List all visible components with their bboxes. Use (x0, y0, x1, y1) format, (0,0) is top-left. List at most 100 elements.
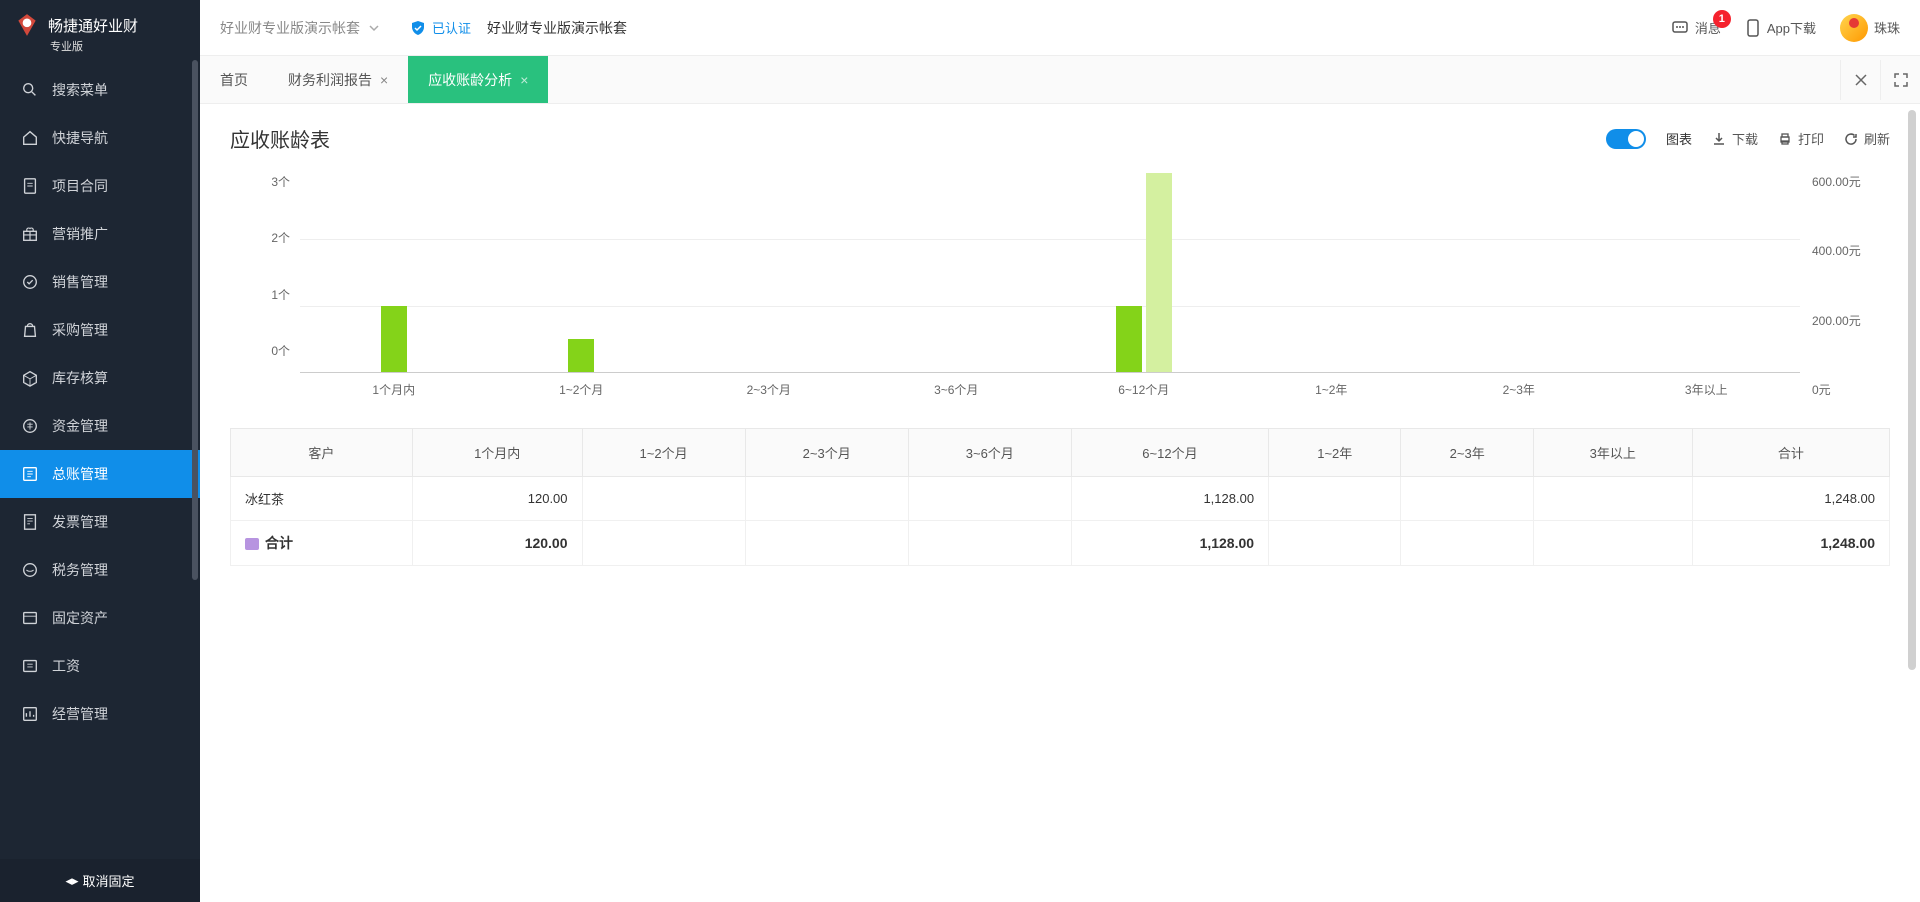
total-cell: 1,128.00 (1071, 521, 1268, 566)
sidebar-scrollbar[interactable] (192, 60, 198, 580)
col-header: 3年以上 (1533, 429, 1692, 477)
account-selector[interactable]: 好业财专业版演示帐套 (220, 18, 380, 38)
tab-1[interactable]: 财务利润报告× (268, 56, 408, 103)
bar[interactable] (568, 339, 594, 372)
sidebar-item-2[interactable]: 项目合同 (0, 162, 200, 210)
x-label: 1个月内 (300, 373, 488, 398)
chart: 3个2个1个0个 1个月内1~2个月2~3个月3~6个月6~12个月1~2年2~… (230, 173, 1890, 398)
cell (745, 477, 908, 521)
message-badge: 1 (1713, 10, 1731, 28)
cell: 1,128.00 (1071, 477, 1268, 521)
bar[interactable] (1116, 306, 1142, 372)
brand-edition: 专业版 (0, 38, 200, 66)
close-icon (1854, 73, 1868, 87)
bar-group (1613, 173, 1801, 372)
tab-close-all[interactable] (1840, 60, 1880, 100)
col-header: 6~12个月 (1071, 429, 1268, 477)
y-tick-left: 1个 (230, 286, 300, 342)
download-button[interactable]: 下载 (1712, 129, 1758, 148)
bar[interactable] (1146, 173, 1172, 372)
sidebar-pin-toggle[interactable]: ◂▸ 取消固定 (0, 859, 200, 902)
chart-plot (300, 173, 1800, 373)
chart-y-axis-left: 3个2个1个0个 (230, 173, 300, 398)
print-button[interactable]: 打印 (1778, 129, 1824, 148)
sidebar-item-10[interactable]: 税务管理 (0, 546, 200, 594)
aging-table: 客户1个月内1~2个月2~3个月3~6个月6~12个月1~2年2~3年3年以上合… (230, 428, 1890, 566)
expand-icon (1894, 73, 1908, 87)
col-header: 1个月内 (412, 429, 582, 477)
cell: 冰红茶 (231, 477, 413, 521)
sidebar-item-label: 工资 (52, 656, 80, 676)
tab-close-icon[interactable]: × (520, 72, 528, 88)
sidebar-item-12[interactable]: 工资 (0, 642, 200, 690)
bar[interactable] (381, 306, 407, 372)
sidebar-item-label: 采购管理 (52, 320, 108, 340)
ledger-icon (20, 464, 40, 484)
cell (1269, 477, 1401, 521)
total-cell (908, 521, 1071, 566)
sidebar-item-4[interactable]: 销售管理 (0, 258, 200, 306)
sidebar-item-0[interactable]: 搜索菜单 (0, 66, 200, 114)
table-row[interactable]: 冰红茶120.001,128.001,248.00 (231, 477, 1890, 521)
topbar: 好业财专业版演示帐套 已认证 好业财专业版演示帐套 消息 1 App下载 (200, 0, 1920, 56)
brand-icon (14, 12, 40, 38)
chevron-down-icon (368, 22, 380, 34)
x-label: 2~3年 (1425, 373, 1613, 398)
total-cell (1533, 521, 1692, 566)
x-label: 3~6个月 (863, 373, 1051, 398)
download-icon (1712, 132, 1726, 146)
bar-group (300, 173, 488, 372)
invoice-icon (20, 512, 40, 532)
col-header: 2~3个月 (745, 429, 908, 477)
tab-0[interactable]: 首页 (200, 56, 268, 103)
sidebar-item-7[interactable]: 资金管理 (0, 402, 200, 450)
sidebar-item-label: 快捷导航 (52, 128, 108, 148)
file-icon (20, 176, 40, 196)
y-tick-right: 0元 (1812, 381, 1890, 398)
sidebar-item-label: 资金管理 (52, 416, 108, 436)
sidebar-item-13[interactable]: 经营管理 (0, 690, 200, 738)
fullscreen-button[interactable] (1880, 60, 1920, 100)
sidebar-item-3[interactable]: 营销推广 (0, 210, 200, 258)
message-button[interactable]: 消息 1 (1671, 18, 1721, 37)
col-header: 1~2个月 (582, 429, 745, 477)
y-tick-left: 3个 (230, 173, 300, 229)
user-menu[interactable]: 珠珠 (1840, 14, 1900, 42)
total-cell (582, 521, 745, 566)
total-cell: 1,248.00 (1692, 521, 1889, 566)
x-label: 6~12个月 (1050, 373, 1238, 398)
bar-group (1238, 173, 1426, 372)
sidebar-item-8[interactable]: 总账管理 (0, 450, 200, 498)
page-header: 应收账龄表 图表 下载 打印 刷新 (230, 124, 1890, 153)
tab-close-icon[interactable]: × (380, 72, 388, 88)
main: 好业财专业版演示帐套 已认证 好业财专业版演示帐套 消息 1 App下载 (200, 0, 1920, 902)
chart-toggle[interactable] (1606, 129, 1646, 149)
sidebar-item-11[interactable]: 固定资产 (0, 594, 200, 642)
tab-2[interactable]: 应收账龄分析× (408, 56, 548, 103)
bar-group (675, 173, 863, 372)
chart-toggle-label: 图表 (1666, 129, 1692, 148)
sidebar-item-6[interactable]: 库存核算 (0, 354, 200, 402)
x-label: 1~2年 (1238, 373, 1426, 398)
message-icon (1671, 19, 1689, 37)
cell (582, 477, 745, 521)
col-header: 1~2年 (1269, 429, 1401, 477)
refresh-button[interactable]: 刷新 (1844, 129, 1890, 148)
sidebar-item-1[interactable]: 快捷导航 (0, 114, 200, 162)
sidebar-item-label: 经营管理 (52, 704, 108, 724)
sidebar-item-label: 总账管理 (52, 464, 108, 484)
tabs: 首页财务利润报告×应收账龄分析× (200, 56, 1920, 104)
sidebar-item-9[interactable]: 发票管理 (0, 498, 200, 546)
content-scrollbar[interactable] (1908, 110, 1916, 670)
sidebar-item-label: 搜索菜单 (52, 80, 108, 100)
folder-icon (245, 538, 259, 550)
money-icon (20, 416, 40, 436)
app-download-button[interactable]: App下载 (1745, 18, 1816, 37)
y-tick-right: 200.00元 (1812, 312, 1890, 329)
gift-icon (20, 224, 40, 244)
bar-group (1050, 173, 1238, 372)
table-total-row: 合计120.001,128.001,248.00 (231, 521, 1890, 566)
sidebar-item-5[interactable]: 采购管理 (0, 306, 200, 354)
bar-group (1425, 173, 1613, 372)
avatar-icon (1840, 14, 1868, 42)
